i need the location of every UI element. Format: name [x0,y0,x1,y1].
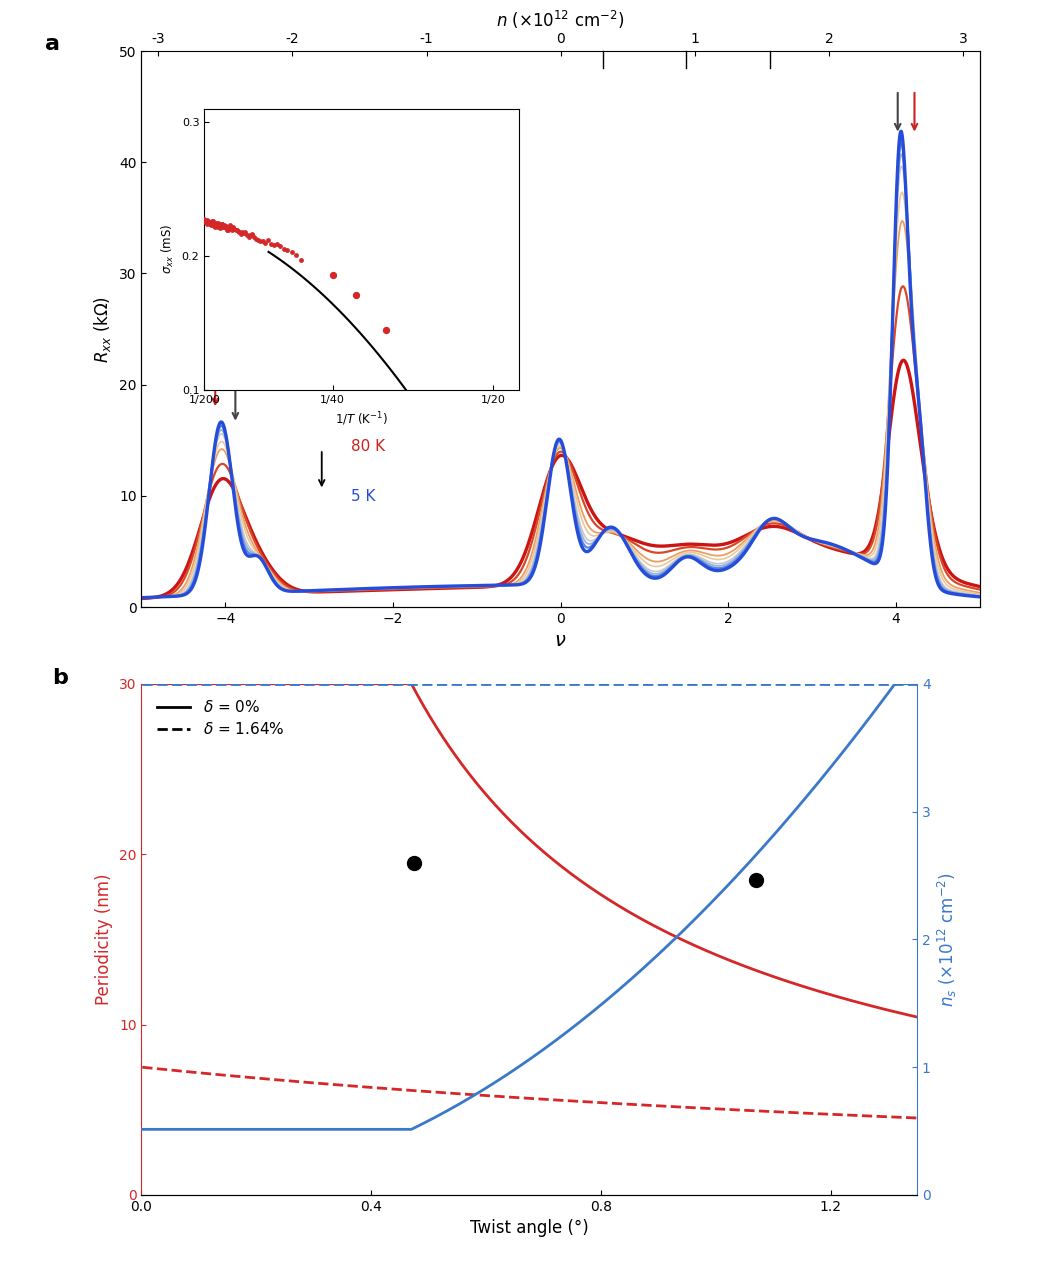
Point [324,265,341,285]
Point [214,213,231,234]
Point [200,212,217,233]
Point [199,210,216,230]
Point [279,240,296,261]
Point [203,215,220,235]
Point [236,222,253,243]
Point [247,229,264,249]
Point [260,230,277,250]
Point [211,215,227,235]
Point [240,227,257,248]
Point [210,213,226,234]
Point [227,220,244,240]
Point [205,211,222,231]
Point [204,213,221,234]
Point [198,211,215,231]
Y-axis label: $\sigma_{xx}$ (mS): $\sigma_{xx}$ (mS) [160,224,176,275]
X-axis label: 1/$T$ (K$^{-1}$): 1/$T$ (K$^{-1}$) [335,410,388,428]
Point [216,215,233,235]
Point [217,217,234,238]
Point [199,212,216,233]
Point [197,211,214,231]
Point [196,212,213,233]
Point [456,484,473,505]
Point [234,221,250,242]
Point [253,230,269,250]
Point [202,212,219,233]
Point [231,221,247,242]
Point [209,215,225,235]
Point [197,211,214,231]
Point [223,219,240,239]
Point [199,211,216,231]
Point [420,440,437,460]
Point [239,225,256,245]
Point [377,320,394,340]
Point [201,212,218,233]
Point [242,225,259,245]
Point [209,215,225,235]
Point [287,245,304,266]
Point [221,217,238,238]
Point [262,234,279,254]
Point [210,217,226,238]
Point [198,211,215,231]
Point [230,221,246,242]
Y-axis label: $R_{xx}$ (k$\Omega$): $R_{xx}$ (k$\Omega$) [92,295,113,363]
X-axis label: $n$ ($\times$10$^{12}$ cm$^{-2}$): $n$ ($\times$10$^{12}$ cm$^{-2}$) [497,9,625,31]
Point [213,217,230,238]
Point [214,213,231,234]
Point [347,285,364,305]
Point [198,213,215,234]
Point [255,230,271,250]
Point [276,239,292,259]
Point [200,212,217,233]
Point [218,219,235,239]
Point [208,217,224,238]
Point [196,208,213,229]
Point [212,216,228,236]
Point [220,220,237,240]
Point [206,216,223,236]
Point [271,235,288,256]
Point [217,216,234,236]
Point [228,220,245,240]
X-axis label: $\nu$: $\nu$ [554,631,567,651]
Legend: $\delta$ = 0%, $\delta$ = 1.64%: $\delta$ = 0%, $\delta$ = 1.64% [149,691,291,745]
Point [244,224,261,244]
Point [222,215,239,235]
Point [249,230,266,250]
Text: 5 K: 5 K [351,489,375,505]
Point [205,213,222,234]
Point [219,220,236,240]
Text: b: b [52,668,68,689]
Point [225,217,242,238]
Point [224,220,241,240]
Point [268,234,285,254]
Point [283,242,300,262]
Point [197,212,214,233]
Text: 80 K: 80 K [351,440,386,455]
Point [201,212,218,233]
Point [215,216,232,236]
Point [204,212,221,233]
Point [245,227,262,248]
Point [203,211,220,231]
Point [206,215,223,235]
Point [226,220,243,240]
Point [233,224,249,244]
Point [257,233,274,253]
Point [200,211,217,231]
Point [212,217,228,238]
X-axis label: Twist angle (°): Twist angle (°) [470,1219,589,1237]
Point [202,212,219,233]
Y-axis label: Periodicity (nm): Periodicity (nm) [95,874,113,1005]
Y-axis label: $n_s$ ($\times$10$^{12}$ cm$^{-2}$): $n_s$ ($\times$10$^{12}$ cm$^{-2}$) [936,872,959,1007]
Point [292,249,309,270]
Point [208,212,224,233]
Point [237,221,254,242]
Text: a: a [45,35,60,55]
Point [265,234,282,254]
Point [201,215,218,235]
